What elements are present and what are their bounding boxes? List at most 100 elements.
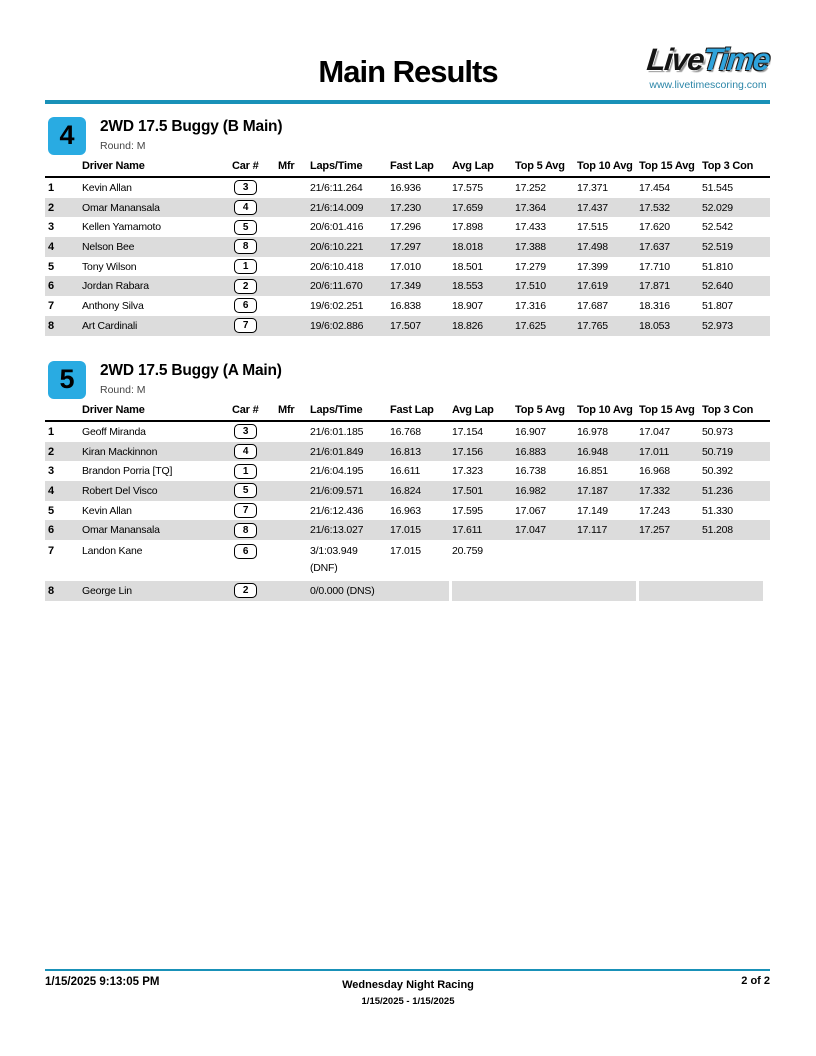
cell-car: 5 <box>230 217 270 237</box>
cell-car: 5 <box>230 481 270 501</box>
section-title: 2WD 17.5 Buggy (B Main) <box>100 118 283 135</box>
cell-driver: Anthony Silva <box>82 299 144 312</box>
car-number-box: 4 <box>234 444 257 460</box>
cell-fast: 17.015 <box>390 545 421 558</box>
cell-driver: George Lin <box>80 581 230 601</box>
cell-laps: 20/6:10.221 <box>308 237 388 257</box>
result-row: 5 Tony Wilson 1 20/6:10.418 17.010 18.501 17.2… <box>45 257 770 277</box>
car-number-box: 3 <box>234 180 257 196</box>
cell-mfr <box>270 421 308 442</box>
footer-event-name: Wednesday Night Racing <box>342 979 474 991</box>
cell-top10 <box>575 540 637 581</box>
car-number-box: 2 <box>234 278 257 294</box>
cell-top15: 17.257 <box>637 520 700 541</box>
cell-driver: Kellen Yamamoto <box>82 221 161 234</box>
column-header-pos <box>45 160 80 178</box>
cell-avg: 18.501 <box>452 260 483 273</box>
cell-top5: 17.067 <box>515 504 546 517</box>
result-row: 7 Anthony Silva 6 19/6:02.251 16.838 18.907 17… <box>45 296 770 316</box>
results-table-a-main: Driver Name Car # Mfr Laps/Time Fast Lap Avg … <box>45 404 770 601</box>
cell-driver: Kevin Allan <box>82 181 132 194</box>
cell-driver: Omar Manansala <box>80 197 230 218</box>
cell-top15: 17.620 <box>639 221 670 234</box>
cell-top10: 17.515 <box>577 221 608 234</box>
cell-pos: 7 <box>48 299 54 312</box>
cell-top5: 17.433 <box>515 221 546 234</box>
laps-time-value: 21/6:09.571 <box>310 484 364 497</box>
cell-pos: 4 <box>45 237 80 257</box>
column-header-mfr: Mfr <box>270 404 308 422</box>
cell-top15: 18.316 <box>639 299 670 312</box>
cell-mfr <box>270 315 308 336</box>
cell-driver: Landon Kane <box>82 545 143 558</box>
cell-laps: 21/6:09.571 <box>308 481 388 501</box>
cell-top15: 17.243 <box>639 504 670 517</box>
result-row: 5 Kevin Allan 7 21/6:12.436 16.963 17.595 17.0… <box>45 501 770 521</box>
laps-time-value: 20/6:10.418 <box>310 260 364 273</box>
cell-fast: 17.507 <box>388 315 450 336</box>
cell-top5: 17.279 <box>515 260 546 273</box>
cell-mfr <box>270 540 308 581</box>
cell-pos: 6 <box>45 276 80 297</box>
cell-mfr <box>270 217 308 237</box>
cell-top10 <box>575 581 637 601</box>
cell-top3: 51.545 <box>702 181 733 194</box>
cell-pos: 3 <box>48 221 54 234</box>
cell-car: 3 <box>230 421 270 442</box>
result-row: 1 Kevin Allan 3 21/6:11.264 16.936 17.575 17.2… <box>45 177 770 198</box>
column-header-laps-time: Laps/Time <box>308 404 388 422</box>
cell-top15: 17.532 <box>637 197 700 218</box>
footer-event-dates: 1/15/2025 - 1/15/2025 <box>361 996 455 1007</box>
cell-laps: 21/6:13.027 <box>308 520 388 541</box>
laps-time-value: 20/6:11.670 <box>310 280 363 293</box>
cell-laps: 19/6:02.251 <box>308 296 388 316</box>
cell-top15 <box>637 540 700 581</box>
cell-fast: 17.010 <box>390 260 421 273</box>
cell-car: 7 <box>230 501 270 521</box>
cell-avg: 17.323 <box>452 465 483 478</box>
cell-top5: 17.510 <box>513 276 575 297</box>
logo-live-text: Live <box>645 42 706 77</box>
cell-top10: 17.687 <box>577 299 608 312</box>
column-header-top-3-con: Top 3 Con <box>700 404 770 422</box>
cell-top15: 17.332 <box>637 481 700 501</box>
cell-top10: 17.117 <box>575 520 637 541</box>
cell-fast: 16.768 <box>390 425 421 438</box>
cell-laps: 21/6:04.195 <box>308 461 388 481</box>
cell-laps: 21/6:01.849 <box>308 441 388 462</box>
laps-time-value: 19/6:02.886 <box>310 319 364 332</box>
cell-car: 6 <box>230 540 270 581</box>
cell-top3: 50.392 <box>702 465 733 478</box>
cell-avg: 17.595 <box>452 504 483 517</box>
car-number-box: 4 <box>234 200 257 216</box>
cell-top5: 16.982 <box>513 481 575 501</box>
cell-top5: 16.907 <box>515 425 546 438</box>
cell-fast: 17.015 <box>388 520 450 541</box>
result-row: 1 Geoff Miranda 3 21/6:01.185 16.768 17.154 16… <box>45 421 770 442</box>
cell-top15: 17.454 <box>639 181 670 194</box>
race-number-badge: 4 <box>48 117 86 155</box>
cell-pos: 2 <box>45 441 80 462</box>
cell-pos: 8 <box>45 581 80 601</box>
cell-pos: 6 <box>45 520 80 541</box>
cell-top10: 17.765 <box>575 315 637 336</box>
column-header-avg-lap: Avg Lap <box>450 160 513 178</box>
cell-top3: 52.640 <box>700 276 770 297</box>
cell-top15: 16.968 <box>639 465 670 478</box>
cell-mfr <box>270 257 308 277</box>
cell-car: 7 <box>230 315 270 336</box>
cell-avg: 20.759 <box>452 545 483 558</box>
car-number-box: 6 <box>234 544 257 560</box>
car-number-box: 5 <box>234 219 257 235</box>
cell-pos: 2 <box>45 197 80 218</box>
cell-fast: 17.349 <box>388 276 450 297</box>
result-row: 3 Brandon Porria [TQ] 1 21/6:04.195 16.611 17… <box>45 461 770 481</box>
cell-driver: Kevin Allan <box>82 504 132 517</box>
cell-avg: 17.156 <box>450 441 513 462</box>
cell-car: 3 <box>230 177 270 198</box>
section-round-label: Round: M <box>100 140 146 152</box>
cell-top3: 51.208 <box>700 520 770 541</box>
column-header-driver-name: Driver Name <box>80 160 230 178</box>
cell-top5: 17.364 <box>513 197 575 218</box>
cell-mfr <box>270 501 308 521</box>
